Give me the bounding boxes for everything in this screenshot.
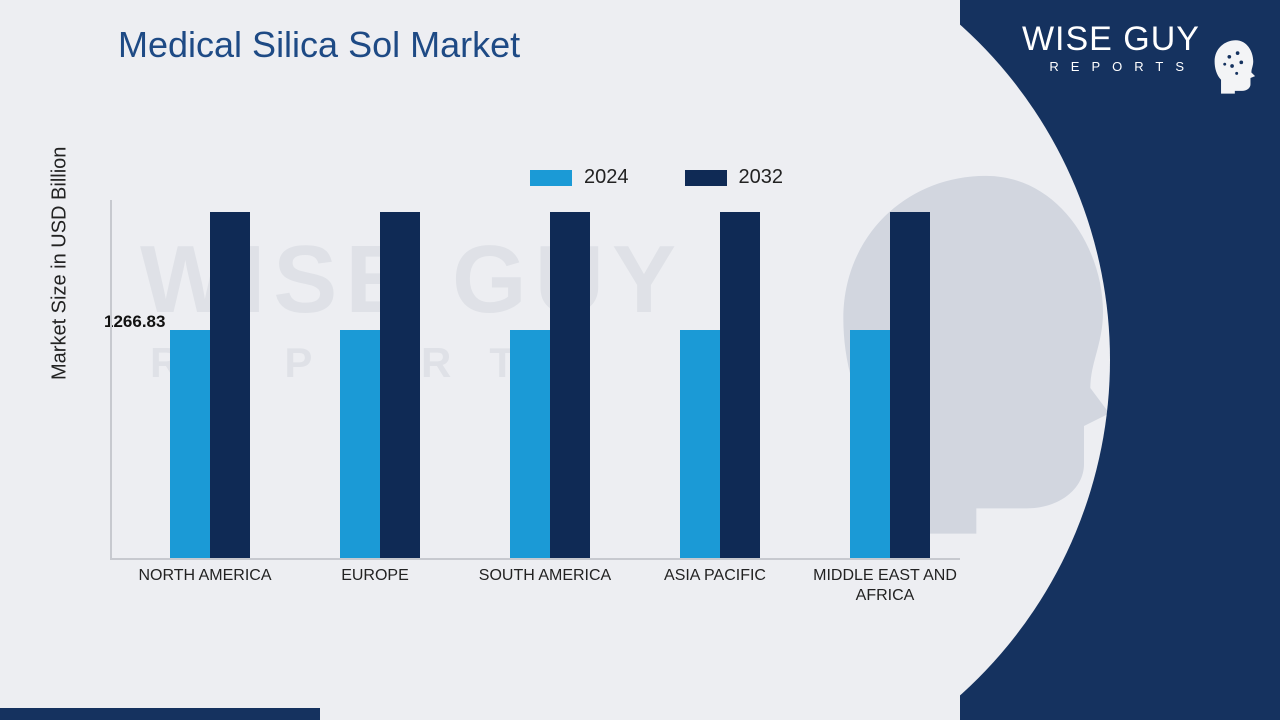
legend-item-1: 2032 [685, 166, 784, 189]
bar-4-series-0 [850, 330, 890, 558]
legend-item-0: 2024 [530, 166, 629, 189]
legend-swatch-1 [685, 170, 727, 186]
brand-logo: WISE GUY REPORTS [1022, 22, 1250, 73]
bar-3-series-0 [680, 330, 720, 558]
y-axis-label: Market Size in USD Billion [49, 147, 72, 380]
brand-line1: WISE GUY [1022, 22, 1200, 56]
legend-label-0: 2024 [584, 166, 629, 189]
bottom-accent-strip [0, 708, 320, 720]
bar-4-series-1 [890, 212, 930, 558]
chart-area: NORTH AMERICA EUROPE SOUTH AMERICA ASIA … [110, 200, 960, 590]
chart-title: Medical Silica Sol Market [118, 24, 520, 66]
page-canvas: WISE GUY REPORTS Medical Silica Sol Mark… [0, 0, 1280, 720]
x-category-4: MIDDLE EAST AND AFRICA [810, 566, 960, 606]
brand-head-icon [1210, 38, 1256, 94]
x-category-0: NORTH AMERICA [130, 566, 280, 586]
x-category-2: SOUTH AMERICA [470, 566, 620, 586]
x-category-1: EUROPE [300, 566, 450, 586]
bar-1-series-0 [340, 330, 380, 558]
bar-2-series-1 [550, 212, 590, 558]
bar-1-series-1 [380, 212, 420, 558]
bar-0-series-1 [210, 212, 250, 558]
legend-label-1: 2032 [739, 166, 784, 189]
x-category-3: ASIA PACIFIC [640, 566, 790, 586]
legend: 2024 2032 [530, 166, 783, 189]
plot-area [110, 200, 960, 560]
bar-0-series-0 [170, 330, 210, 558]
bar-3-series-1 [720, 212, 760, 558]
brand-line2: REPORTS [1022, 60, 1200, 73]
bar-2-series-0 [510, 330, 550, 558]
legend-swatch-0 [530, 170, 572, 186]
